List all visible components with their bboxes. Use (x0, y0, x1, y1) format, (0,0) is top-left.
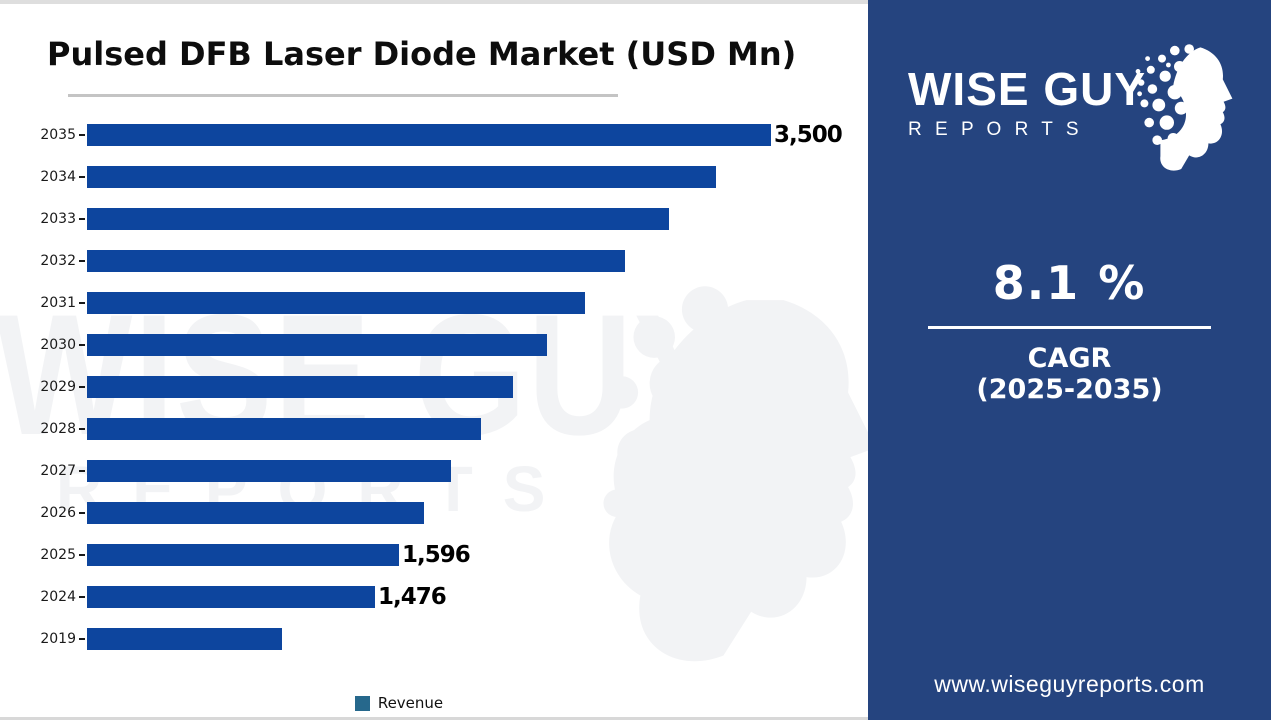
category-label: 2025 (40, 547, 76, 563)
bar-value-label: 1,596 (402, 541, 471, 568)
cagr-label-line2: (2025-2035) (976, 374, 1163, 406)
bar-row: 2026 (0, 492, 868, 534)
brand-panel: WISE GUY R E P O R T S 8.1 % CAGR (2025-… (868, 0, 1271, 720)
bar-row: 2032 (0, 240, 868, 282)
axis-tick (79, 386, 85, 388)
bar-value-label: 3,500 (774, 121, 843, 148)
wiseguy-face-icon (1135, 44, 1233, 171)
cagr-block: 8.1 % CAGR (2025-2035) (868, 256, 1271, 405)
axis-tick (79, 176, 85, 178)
revenue-bar (87, 460, 451, 482)
category-label: 2033 (40, 211, 76, 227)
revenue-bar (87, 502, 424, 524)
wiseguy-logo: WISE GUY R E P O R T S (908, 44, 1234, 174)
revenue-bar (87, 250, 625, 272)
cagr-label: CAGR (2025-2035) (868, 343, 1271, 405)
revenue-bar (87, 124, 771, 146)
bar-row: 2031 (0, 282, 868, 324)
website-url: www.wiseguyreports.com (934, 671, 1205, 697)
bar-row: 2024 1,476 (0, 576, 868, 618)
axis-tick (79, 638, 85, 640)
bar-row: 2034 (0, 156, 868, 198)
axis-tick (79, 344, 85, 346)
axis-tick (79, 260, 85, 262)
chart-area: WISE GUY REPORTS Pulsed DFB Laser Diode … (0, 0, 868, 720)
category-label: 2031 (40, 295, 76, 311)
axis-tick (79, 134, 85, 136)
bar-value-label: 1,476 (378, 583, 447, 610)
bar-chart: 2035 3,500 2034 2033 2032 2031 2030 2029 2028 202… (0, 114, 868, 660)
revenue-bar (87, 418, 481, 440)
bar-row: 2030 (0, 324, 868, 366)
bar-row: 2025 1,596 (0, 534, 868, 576)
chart-legend: Revenue (0, 694, 833, 712)
bar-row: 2028 (0, 408, 868, 450)
bar-row: 2035 3,500 (0, 114, 868, 156)
bar-row: 2029 (0, 366, 868, 408)
category-label: 2024 (40, 589, 76, 605)
cagr-divider (928, 326, 1211, 329)
revenue-bar (87, 166, 716, 188)
revenue-bar (87, 628, 282, 650)
watermark-face-icon (603, 286, 868, 662)
axis-tick (79, 512, 85, 514)
axis-tick (79, 218, 85, 220)
chart-title: Pulsed DFB Laser Diode Market (USD Mn) (47, 35, 797, 73)
revenue-bar (87, 544, 399, 566)
revenue-bar (87, 376, 513, 398)
bar-row: 2027 (0, 450, 868, 492)
cagr-value: 8.1 % (992, 256, 1147, 310)
category-label: 2032 (40, 253, 76, 269)
bar-row: 2033 (0, 198, 868, 240)
revenue-bar (87, 208, 669, 230)
axis-tick (79, 428, 85, 430)
legend-swatch-icon (354, 695, 370, 711)
logo-subtitle: R E P O R T S (908, 119, 1083, 140)
revenue-bar (87, 292, 585, 314)
axis-tick (79, 302, 85, 304)
category-label: 2026 (40, 505, 76, 521)
logo-wordmark: WISE GUY (908, 63, 1147, 115)
bar-row: 2019 (0, 618, 868, 660)
revenue-bar (87, 586, 375, 608)
axis-tick (79, 470, 85, 472)
title-underline (68, 94, 618, 97)
legend-label: Revenue (377, 694, 444, 712)
category-label: 2028 (40, 421, 76, 437)
category-label: 2027 (40, 463, 76, 479)
category-label: 2034 (40, 169, 76, 185)
category-label: 2035 (40, 127, 76, 143)
revenue-bar (87, 334, 547, 356)
category-label: 2029 (40, 379, 76, 395)
category-label: 2019 (40, 631, 76, 647)
cagr-label-line1: CAGR (1027, 343, 1112, 374)
axis-tick (79, 554, 85, 556)
axis-tick (79, 596, 85, 598)
category-label: 2030 (40, 337, 76, 353)
